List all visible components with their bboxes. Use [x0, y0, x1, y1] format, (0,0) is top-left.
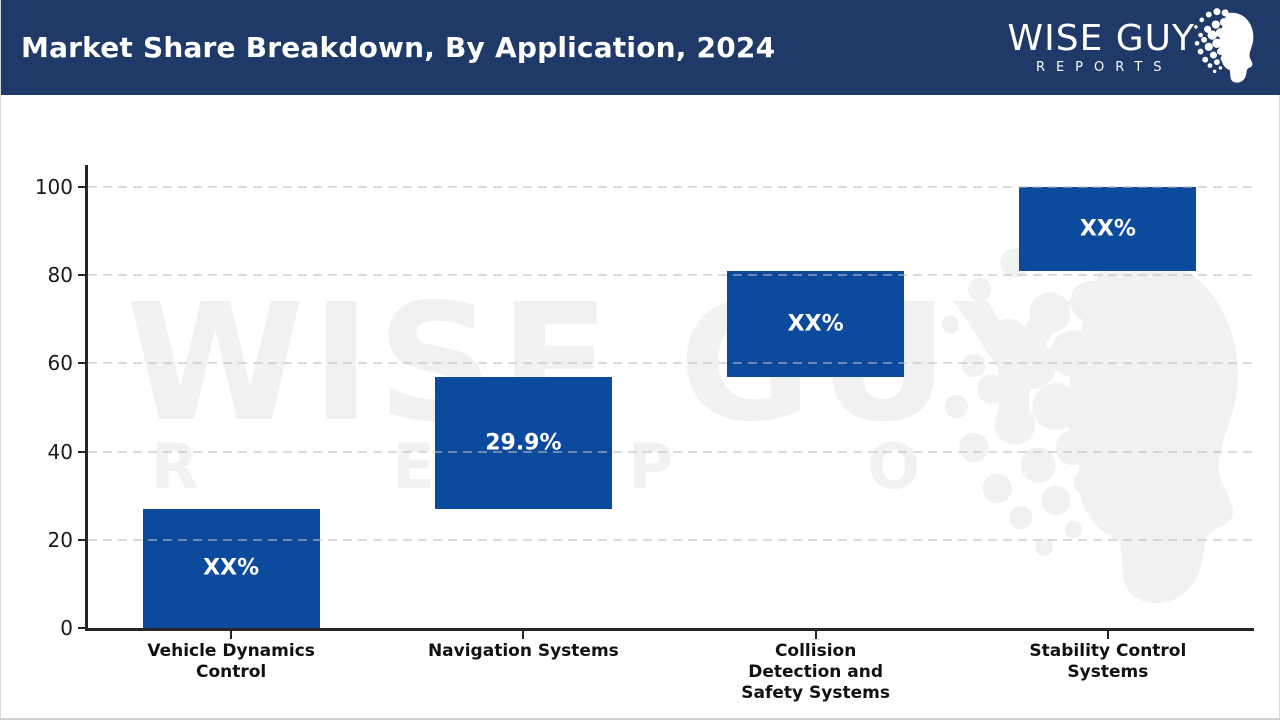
- bar-segment: [142, 508, 320, 628]
- y-axis-line: [85, 165, 88, 631]
- category-label-line: Safety Systems: [741, 683, 890, 703]
- y-tick-mark: [78, 627, 85, 629]
- y-tick-label: 0: [60, 616, 73, 640]
- y-gridline: [88, 538, 1254, 541]
- category-label: Navigation Systems: [393, 641, 653, 662]
- y-tick-mark: [78, 538, 85, 541]
- category-label: Stability Control Systems: [978, 641, 1238, 683]
- header-banner: Market Share Breakdown, By Application, …: [1, 0, 1280, 95]
- bar-segment: [434, 377, 612, 509]
- y-gridline: [88, 362, 1254, 365]
- logo-subtitle: REPORTS: [1035, 60, 1173, 75]
- bar-value-label: XX%: [203, 555, 260, 581]
- y-tick-mark: [78, 362, 85, 365]
- category-label: Collision Detection and Safety Systems: [686, 641, 946, 704]
- category-label-line: Detection and: [748, 662, 884, 682]
- y-tick-mark: [78, 450, 85, 453]
- y-tick-label: 40: [47, 439, 73, 464]
- y-tick-label: 60: [47, 351, 73, 376]
- bar-value-label: 29.9%: [485, 430, 562, 456]
- y-tick-label: 80: [47, 263, 73, 288]
- category-label-line: Vehicle Dynamics: [147, 641, 315, 661]
- bar-value-label: XX%: [787, 311, 844, 337]
- bar-value-label: XX%: [1079, 216, 1136, 242]
- y-tick-mark: [78, 186, 85, 188]
- y-gridline: [88, 274, 1254, 277]
- x-tick-mark: [230, 631, 233, 639]
- x-axis-line: [85, 628, 1254, 631]
- x-tick-mark: [1106, 631, 1109, 639]
- wiseguy-logo: WISE GUY REPORTS: [1008, 7, 1268, 89]
- category-label-line: Control: [195, 662, 267, 682]
- wiseguy-logo-text: WISE GUY REPORTS: [1007, 18, 1196, 76]
- category-label-line: Collision: [774, 641, 857, 661]
- category-label-line: Navigation Systems: [427, 641, 619, 661]
- category-label: Vehicle Dynamics Control: [101, 641, 361, 683]
- page-title: Market Share Breakdown, By Application, …: [21, 31, 776, 64]
- logo-wordmark: WISE GUY: [1007, 18, 1195, 59]
- category-label-line: Stability Control: [1029, 641, 1187, 661]
- x-tick-mark: [522, 631, 525, 639]
- wiseguy-face-icon: [1194, 7, 1254, 83]
- x-tick-mark: [814, 631, 817, 639]
- y-gridline: [88, 450, 1254, 453]
- y-tick-label: 100: [34, 175, 73, 199]
- y-tick-mark: [78, 274, 85, 277]
- y-tick-label: 20: [47, 527, 73, 552]
- category-label-line: Systems: [1067, 662, 1149, 682]
- bar-segment: [727, 271, 905, 378]
- y-gridline: [88, 186, 1254, 188]
